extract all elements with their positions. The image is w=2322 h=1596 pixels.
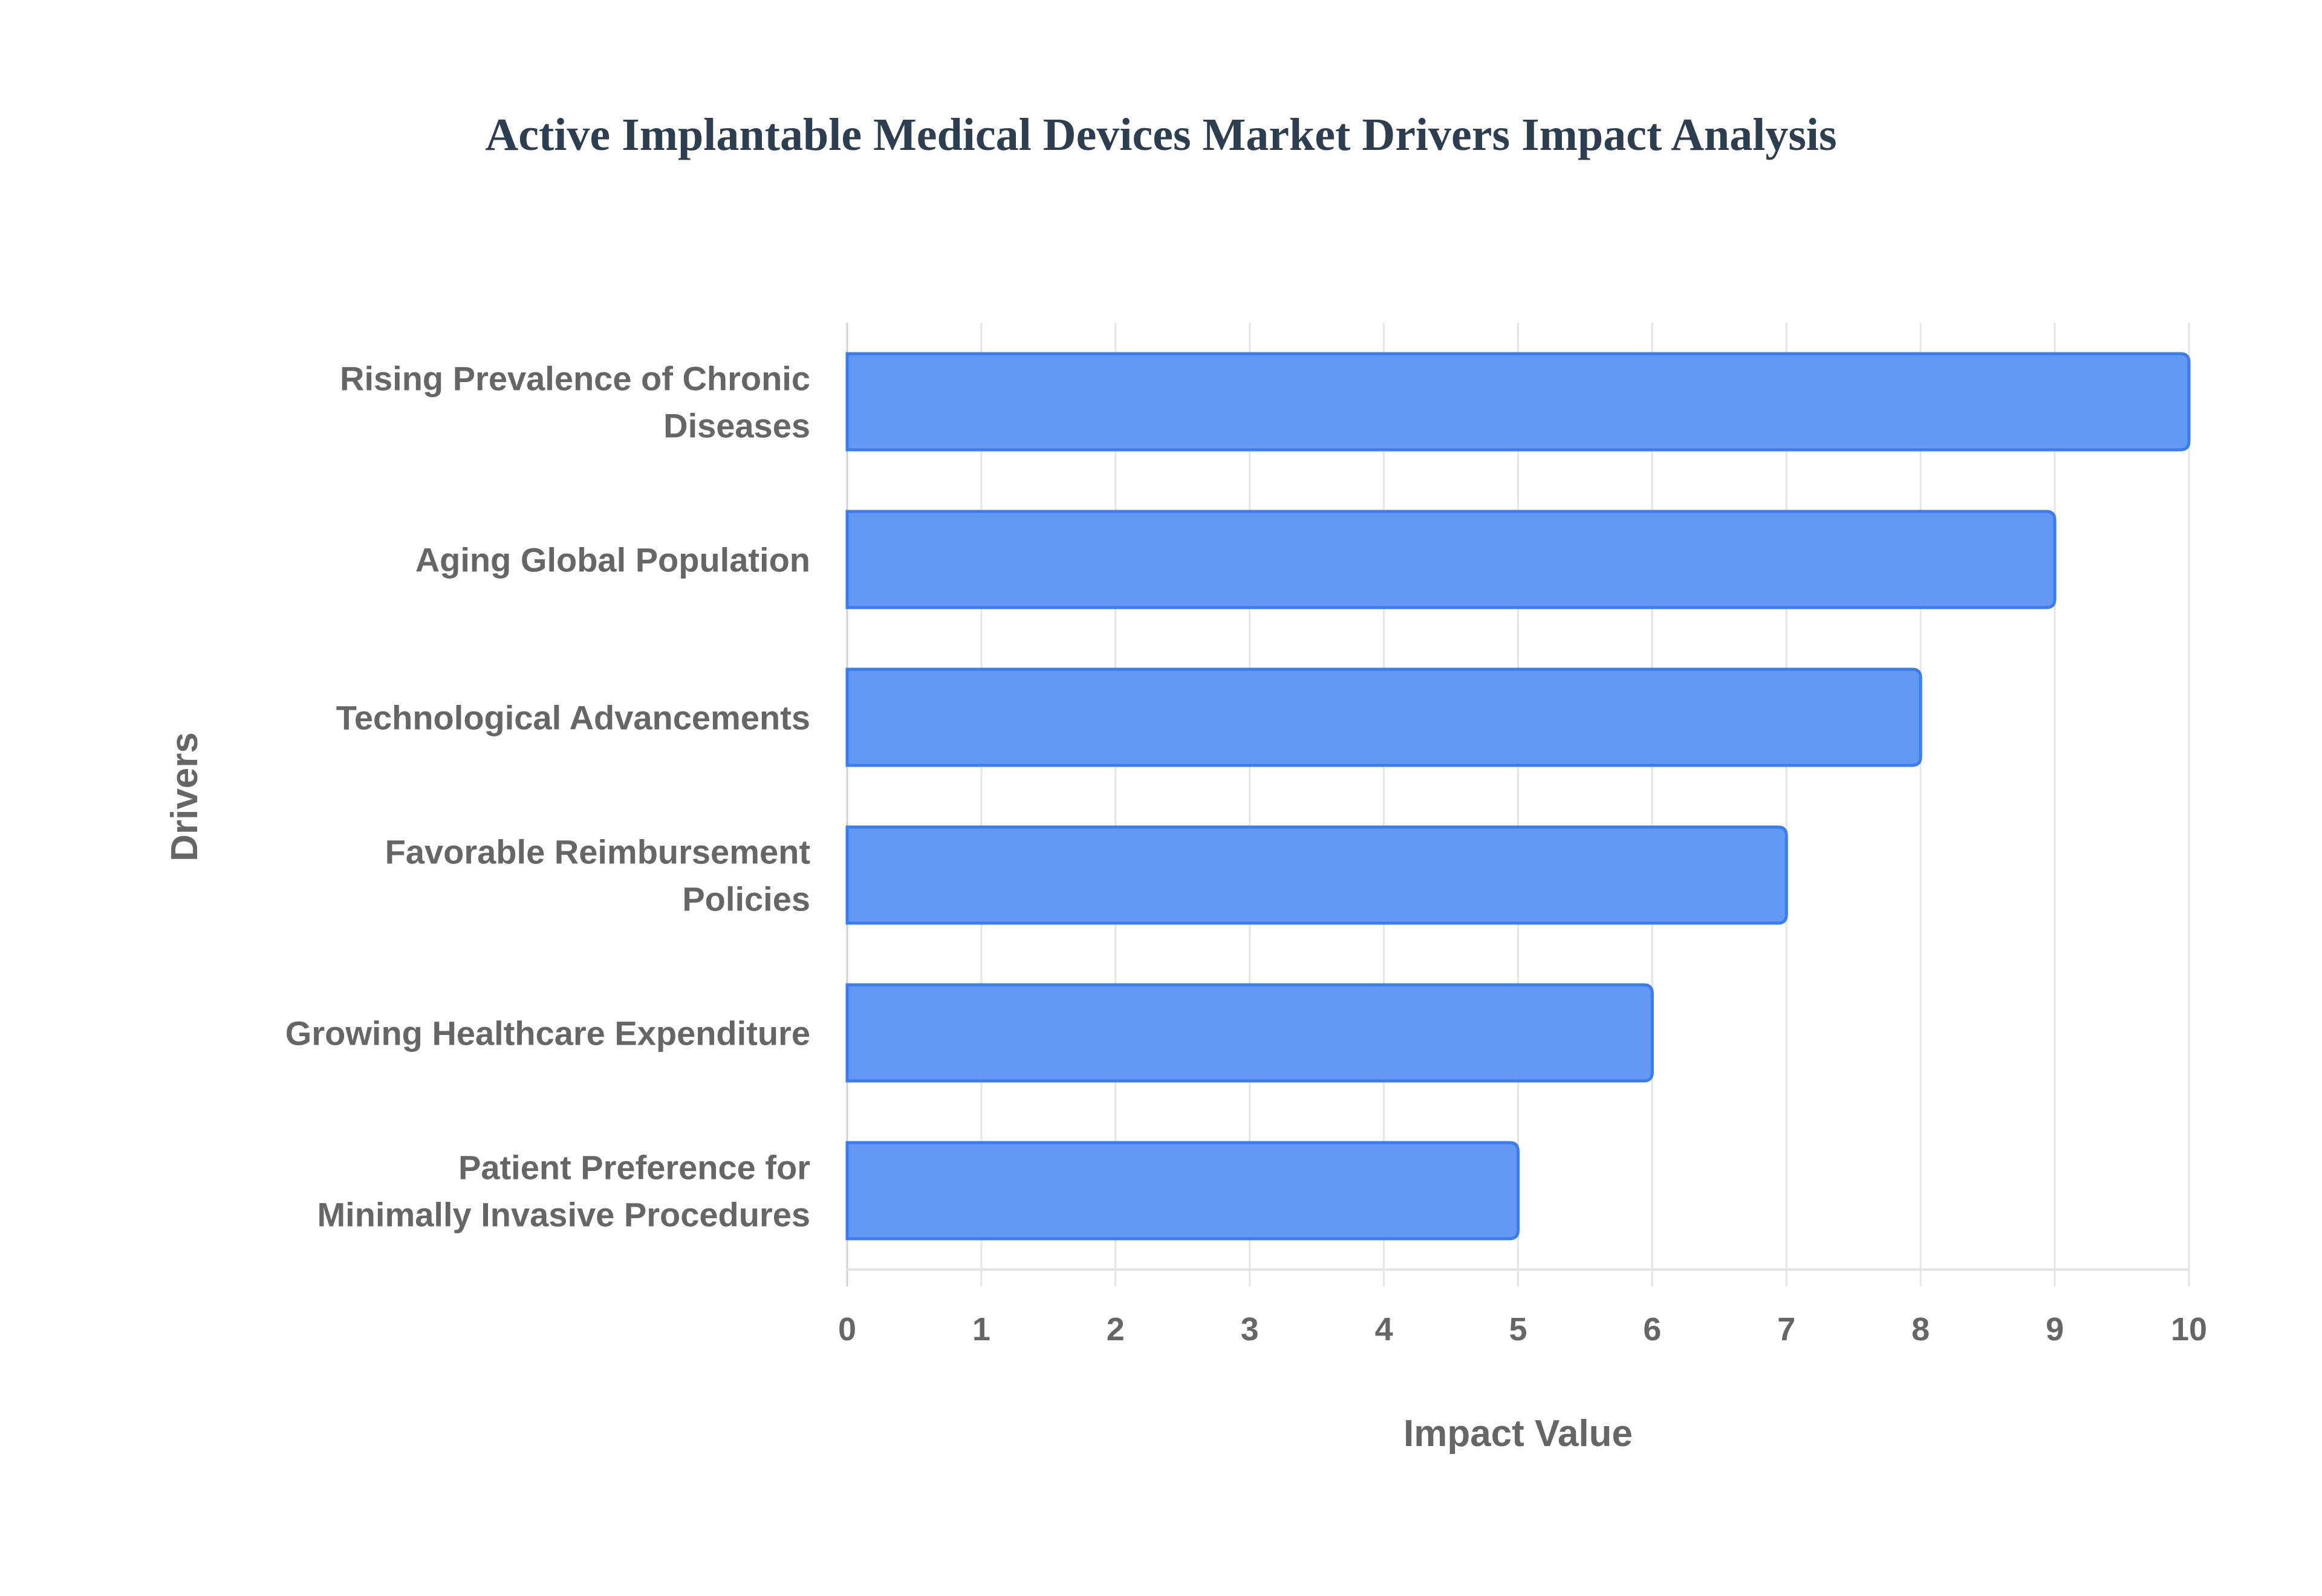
x-tick-label: 10	[2171, 1311, 2207, 1348]
y-category-label: Favorable Reimbursement	[385, 833, 810, 871]
y-category-label: Aging Global Population	[415, 541, 810, 579]
y-category-label: Policies	[682, 880, 810, 918]
x-tick-label: 9	[2046, 1311, 2064, 1348]
y-category-label: Minimally Invasive Procedures	[317, 1196, 810, 1234]
x-tick-label: 5	[1509, 1311, 1527, 1348]
bar	[845, 1141, 1520, 1241]
x-tick-label: 0	[838, 1311, 856, 1348]
x-tick-label: 4	[1375, 1311, 1393, 1348]
y-category-label: Patient Preference for	[458, 1149, 810, 1187]
y-category-label: Rising Prevalence of Chronic	[340, 360, 810, 398]
x-tick-label: 3	[1241, 1311, 1259, 1348]
y-axis-title: Drivers	[164, 732, 206, 861]
x-tick-label: 2	[1107, 1311, 1125, 1348]
y-category-label: Diseases	[663, 407, 810, 445]
y-category-label: Technological Advancements	[336, 699, 810, 737]
x-axis-title: Impact Value	[1403, 1413, 1633, 1455]
bar	[845, 825, 1788, 925]
x-tick-label: 7	[1777, 1311, 1795, 1348]
bar	[845, 510, 2057, 609]
x-tick-label: 8	[1911, 1311, 1930, 1348]
x-tick-label: 6	[1643, 1311, 1661, 1348]
y-category-label: Growing Healthcare Expenditure	[285, 1014, 810, 1053]
chart-title: Active Implantable Medical Devices Marke…	[485, 109, 1837, 160]
x-tick-label: 1	[972, 1311, 990, 1348]
bar	[845, 352, 2191, 452]
bar	[845, 983, 1654, 1083]
bar	[845, 667, 1922, 767]
